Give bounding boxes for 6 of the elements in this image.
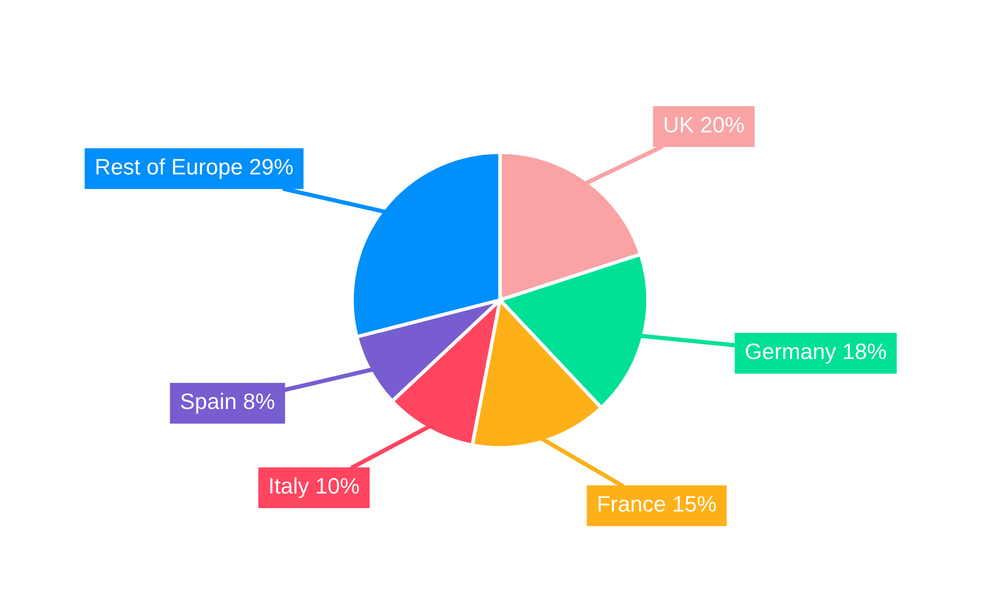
slice-label: Germany 18% bbox=[746, 344, 886, 364]
slice-label: France 15% bbox=[598, 496, 716, 512]
slice-label: UK 20% bbox=[664, 116, 744, 133]
slice-label: Rest of Europe 29% bbox=[96, 158, 293, 180]
slice-label: Italy 10% bbox=[270, 477, 359, 498]
slice-label: Spain 8% bbox=[180, 392, 274, 414]
